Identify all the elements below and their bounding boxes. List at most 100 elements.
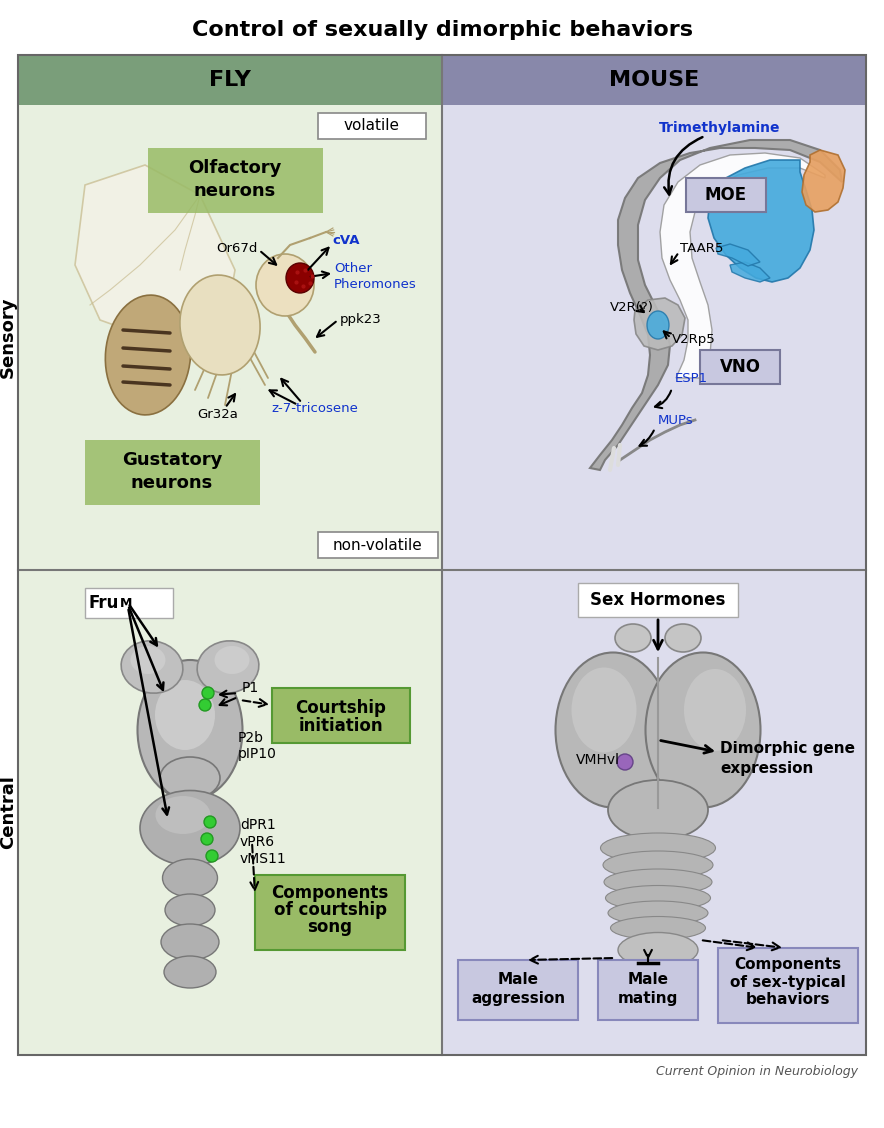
Ellipse shape bbox=[571, 668, 636, 752]
Text: pIP10: pIP10 bbox=[238, 747, 277, 761]
Text: song: song bbox=[308, 918, 353, 936]
Text: P1: P1 bbox=[242, 681, 259, 695]
Ellipse shape bbox=[555, 652, 670, 808]
Text: VNO: VNO bbox=[720, 358, 760, 376]
Text: Central: Central bbox=[0, 775, 17, 849]
Bar bbox=[318, 532, 438, 558]
Text: Components: Components bbox=[735, 958, 842, 972]
Text: V2Rp5: V2Rp5 bbox=[672, 334, 716, 346]
Ellipse shape bbox=[256, 254, 314, 316]
Text: neurons: neurons bbox=[194, 182, 276, 200]
Text: Sensory: Sensory bbox=[0, 297, 17, 378]
Ellipse shape bbox=[164, 957, 216, 988]
Text: vPR6: vPR6 bbox=[240, 835, 275, 849]
Ellipse shape bbox=[665, 624, 701, 652]
Ellipse shape bbox=[161, 924, 219, 960]
Bar bbox=[442, 570, 866, 1055]
Bar bbox=[18, 55, 442, 105]
Bar bbox=[18, 55, 866, 1055]
Bar bbox=[578, 583, 738, 617]
Text: Gustatory: Gustatory bbox=[122, 451, 222, 469]
Bar bbox=[18, 570, 442, 1055]
Text: ESP1: ESP1 bbox=[675, 371, 708, 385]
Text: FLY: FLY bbox=[209, 70, 251, 90]
Ellipse shape bbox=[131, 646, 165, 675]
Polygon shape bbox=[660, 153, 825, 378]
Text: Sex Hormones: Sex Hormones bbox=[591, 591, 726, 609]
Text: dPR1: dPR1 bbox=[240, 818, 276, 832]
Text: Or67d: Or67d bbox=[217, 241, 258, 255]
Text: of courtship: of courtship bbox=[273, 901, 386, 919]
Polygon shape bbox=[730, 262, 770, 282]
Text: aggression: aggression bbox=[471, 990, 565, 1005]
Text: V2R(?): V2R(?) bbox=[610, 301, 654, 315]
Ellipse shape bbox=[684, 669, 746, 751]
Bar bbox=[598, 960, 698, 1020]
Bar bbox=[272, 688, 410, 743]
Circle shape bbox=[617, 754, 633, 770]
Polygon shape bbox=[590, 140, 842, 470]
Ellipse shape bbox=[140, 791, 240, 865]
Circle shape bbox=[201, 832, 213, 845]
Ellipse shape bbox=[197, 641, 259, 694]
Polygon shape bbox=[802, 150, 845, 212]
Text: Components: Components bbox=[271, 884, 389, 902]
Ellipse shape bbox=[608, 901, 708, 925]
Text: M: M bbox=[120, 597, 133, 610]
Text: MOUSE: MOUSE bbox=[609, 70, 699, 90]
Bar bbox=[458, 960, 578, 1020]
Text: Courtship: Courtship bbox=[295, 699, 386, 717]
Bar bbox=[18, 55, 866, 1055]
Circle shape bbox=[202, 687, 214, 699]
Text: VMHvl: VMHvl bbox=[576, 754, 620, 767]
Polygon shape bbox=[716, 244, 760, 266]
Polygon shape bbox=[708, 160, 814, 282]
Ellipse shape bbox=[165, 895, 215, 926]
Bar bbox=[718, 948, 858, 1023]
Bar bbox=[18, 105, 442, 570]
Text: volatile: volatile bbox=[344, 118, 400, 133]
Ellipse shape bbox=[647, 311, 669, 340]
Polygon shape bbox=[634, 298, 685, 350]
Text: TAAR5: TAAR5 bbox=[680, 241, 723, 255]
Ellipse shape bbox=[600, 832, 715, 863]
Text: Control of sexually dimorphic behaviors: Control of sexually dimorphic behaviors bbox=[192, 20, 692, 39]
Ellipse shape bbox=[215, 646, 249, 675]
Ellipse shape bbox=[618, 933, 698, 968]
Ellipse shape bbox=[163, 860, 217, 897]
Text: Male: Male bbox=[628, 972, 668, 987]
Ellipse shape bbox=[286, 263, 314, 293]
Ellipse shape bbox=[608, 779, 708, 840]
Bar bbox=[148, 148, 323, 213]
Ellipse shape bbox=[121, 641, 183, 694]
Text: non-volatile: non-volatile bbox=[333, 538, 423, 553]
Text: Gr32a: Gr32a bbox=[197, 408, 239, 422]
Ellipse shape bbox=[156, 796, 210, 834]
Text: Male: Male bbox=[498, 972, 538, 987]
Bar bbox=[686, 178, 766, 212]
Polygon shape bbox=[75, 165, 235, 345]
Bar bbox=[318, 113, 426, 139]
Bar bbox=[700, 350, 780, 384]
Text: behaviors: behaviors bbox=[746, 992, 830, 1006]
Ellipse shape bbox=[611, 916, 705, 940]
Text: Current Opinion in Neurobiology: Current Opinion in Neurobiology bbox=[656, 1066, 858, 1078]
Bar bbox=[85, 588, 173, 618]
Text: expression: expression bbox=[720, 760, 813, 776]
Bar bbox=[442, 105, 866, 570]
Circle shape bbox=[204, 816, 216, 828]
Text: P2b: P2b bbox=[238, 731, 264, 744]
Ellipse shape bbox=[105, 296, 191, 415]
Ellipse shape bbox=[138, 660, 242, 800]
Circle shape bbox=[206, 851, 218, 862]
Text: MUPs: MUPs bbox=[658, 414, 694, 426]
Text: of sex-typical: of sex-typical bbox=[730, 975, 846, 989]
Ellipse shape bbox=[155, 680, 215, 750]
Text: Olfactory: Olfactory bbox=[188, 159, 282, 177]
Text: initiation: initiation bbox=[299, 717, 384, 735]
Ellipse shape bbox=[606, 885, 711, 910]
Text: ppk23: ppk23 bbox=[340, 314, 382, 326]
Bar bbox=[85, 440, 260, 505]
Text: neurons: neurons bbox=[131, 474, 213, 492]
Text: MOE: MOE bbox=[705, 186, 747, 204]
